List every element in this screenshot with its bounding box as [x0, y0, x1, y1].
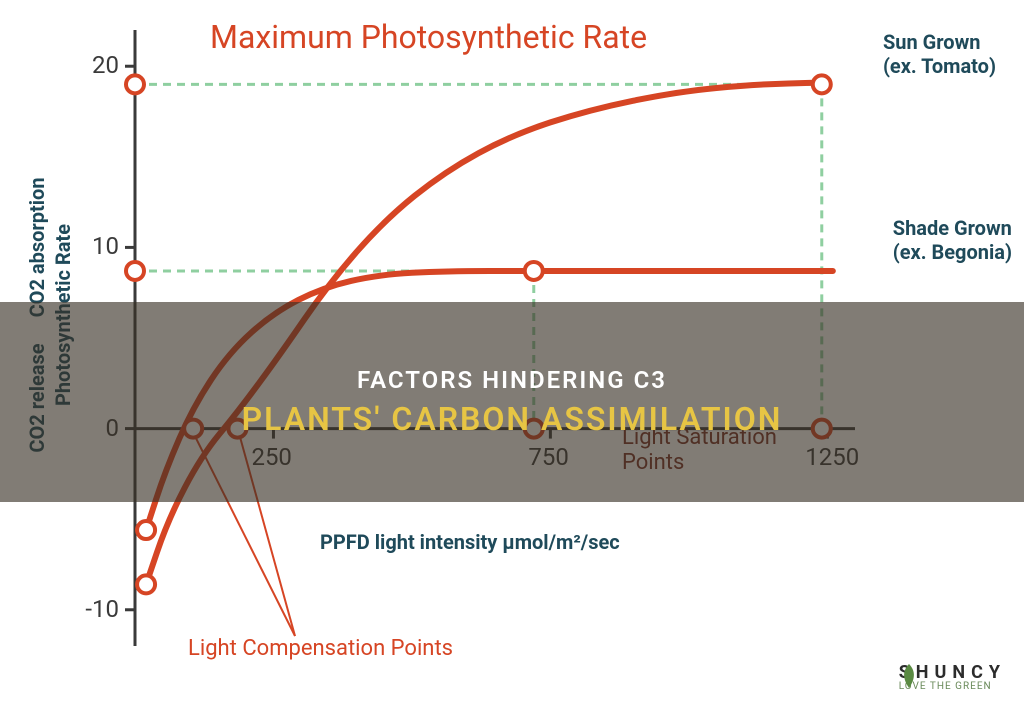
- headline-line1: FACTORS HINDERING C3: [357, 366, 667, 394]
- headline-overlay: FACTORS HINDERING C3 PLANTS' CARBON ASSI…: [0, 302, 1024, 502]
- y-tick: -10: [85, 595, 119, 623]
- y-tick: 20: [92, 51, 119, 79]
- series-label-shade: Shade Grown (ex. Begonia): [893, 216, 1012, 264]
- y-tick: 10: [92, 232, 119, 260]
- leaf-icon: [899, 662, 919, 690]
- series-label-shade-l1: Shade Grown: [893, 216, 1012, 240]
- x-axis-label: PPFD light intensity μmol/m²/sec: [320, 530, 620, 554]
- brand-logo: SHUNCY LOVE THE GREEN: [899, 662, 1006, 692]
- series-label-sun: Sun Grown (ex. Tomato): [883, 30, 996, 78]
- series-label-sun-l2: (ex. Tomato): [883, 54, 996, 78]
- series-label-shade-l2: (ex. Begonia): [893, 240, 1012, 264]
- series-label-sun-l1: Sun Grown: [883, 30, 996, 54]
- annotation-light-compensation: Light Compensation Points: [188, 636, 453, 661]
- headline-line2: PLANTS' CARBON ASSIMILATION: [242, 400, 783, 438]
